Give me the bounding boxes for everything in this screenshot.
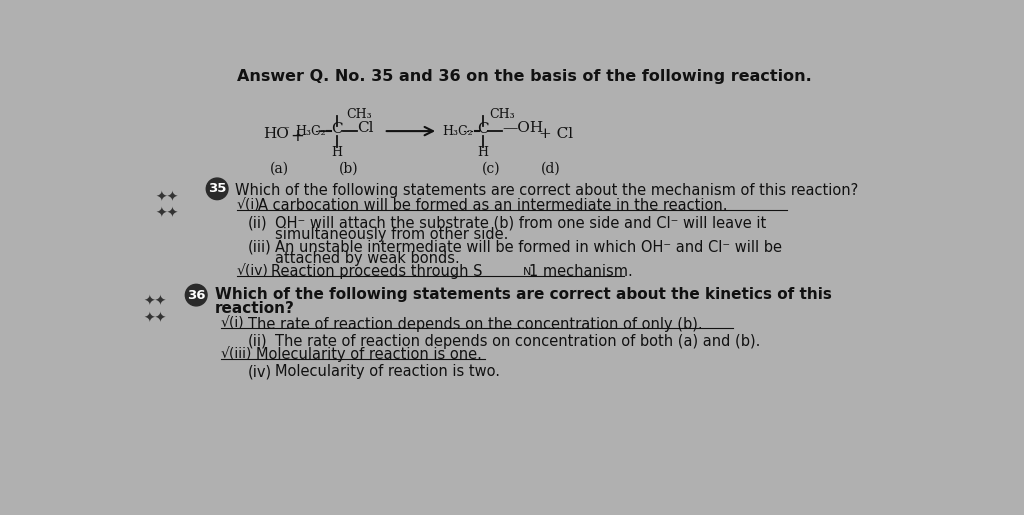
- Text: (c): (c): [481, 162, 500, 176]
- Text: simultaneously from other side.: simultaneously from other side.: [275, 227, 509, 242]
- Text: √(i): √(i): [237, 198, 260, 212]
- Text: ✦✦
✦✦: ✦✦ ✦✦: [155, 191, 178, 220]
- Text: 35: 35: [208, 182, 226, 195]
- Text: Molecularity of reaction is two.: Molecularity of reaction is two.: [275, 365, 501, 380]
- Text: Molecularity of reaction is one.: Molecularity of reaction is one.: [256, 348, 481, 363]
- Text: N: N: [523, 267, 531, 277]
- Text: √(i): √(i): [221, 317, 245, 331]
- Text: +: +: [291, 127, 304, 145]
- Text: OH⁻ will attach the substrate (b) from one side and Cl⁻ will leave it: OH⁻ will attach the substrate (b) from o…: [275, 215, 767, 230]
- Text: 36: 36: [187, 288, 206, 302]
- Text: ⁻: ⁻: [283, 125, 289, 135]
- Text: √(iv): √(iv): [237, 264, 268, 278]
- Text: (ii): (ii): [248, 334, 267, 349]
- Text: (iii): (iii): [248, 239, 271, 255]
- Text: The rate of reaction depends on concentration of both (a) and (b).: The rate of reaction depends on concentr…: [275, 334, 761, 349]
- Text: Cl: Cl: [356, 121, 373, 135]
- Circle shape: [185, 284, 207, 306]
- Text: Answer Q. No. 35 and 36 on the basis of the following reaction.: Answer Q. No. 35 and 36 on the basis of …: [238, 70, 812, 84]
- Text: reaction?: reaction?: [215, 301, 295, 316]
- Text: + Cl: + Cl: [539, 127, 572, 141]
- Text: (a): (a): [269, 162, 289, 176]
- Text: HO: HO: [263, 127, 290, 141]
- Text: ⁻: ⁻: [562, 125, 568, 135]
- Text: (d): (d): [541, 162, 560, 176]
- Text: Which of the following statements are correct about the kinetics of this: Which of the following statements are co…: [215, 287, 831, 302]
- Text: The rate of reaction depends on the concentration of only (b).: The rate of reaction depends on the conc…: [248, 317, 702, 332]
- Text: (ii): (ii): [248, 215, 267, 230]
- Text: ✦✦
✦✦: ✦✦ ✦✦: [143, 295, 167, 325]
- Text: —OH: —OH: [503, 121, 544, 135]
- Text: A carbocation will be formed as an intermediate in the reaction.: A carbocation will be formed as an inter…: [258, 198, 728, 213]
- Text: CH₃: CH₃: [346, 108, 372, 121]
- Text: Reaction proceeds through S: Reaction proceeds through S: [271, 264, 483, 279]
- Text: C: C: [332, 122, 343, 136]
- Text: Which of the following statements are correct about the mechanism of this reacti: Which of the following statements are co…: [234, 183, 858, 198]
- Text: √(iii): √(iii): [221, 348, 252, 362]
- Text: attached by weak bonds.: attached by weak bonds.: [275, 251, 460, 266]
- Text: (iv): (iv): [248, 365, 271, 380]
- Text: An unstable intermediate will be formed in which OH⁻ and Cl⁻ will be: An unstable intermediate will be formed …: [275, 239, 782, 255]
- Circle shape: [206, 178, 228, 200]
- Text: H: H: [477, 146, 488, 160]
- Text: (b): (b): [339, 162, 358, 176]
- Text: H₃C₂: H₃C₂: [442, 125, 473, 138]
- Text: H₃C₂: H₃C₂: [295, 125, 326, 138]
- Text: C: C: [477, 122, 488, 136]
- Text: H: H: [332, 146, 343, 160]
- Text: CH₃: CH₃: [489, 108, 515, 121]
- Text: 1 mechanism.: 1 mechanism.: [529, 264, 633, 279]
